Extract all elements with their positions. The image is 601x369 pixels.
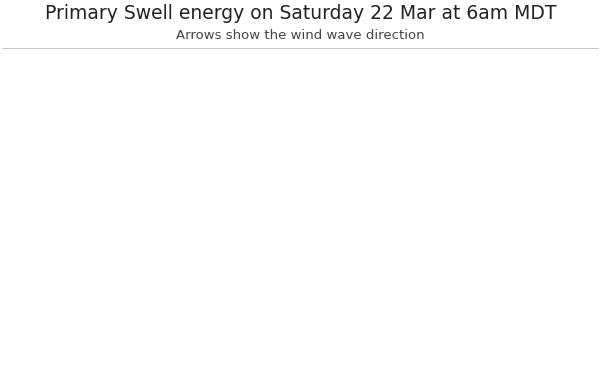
Text: Primary Swell energy on Saturday 22 Mar at 6am MDT: Primary Swell energy on Saturday 22 Mar … [44,4,557,23]
Text: Map unavailable
(requires cartopy): Map unavailable (requires cartopy) [225,189,374,228]
Text: Arrows show the wind wave direction: Arrows show the wind wave direction [176,29,425,42]
